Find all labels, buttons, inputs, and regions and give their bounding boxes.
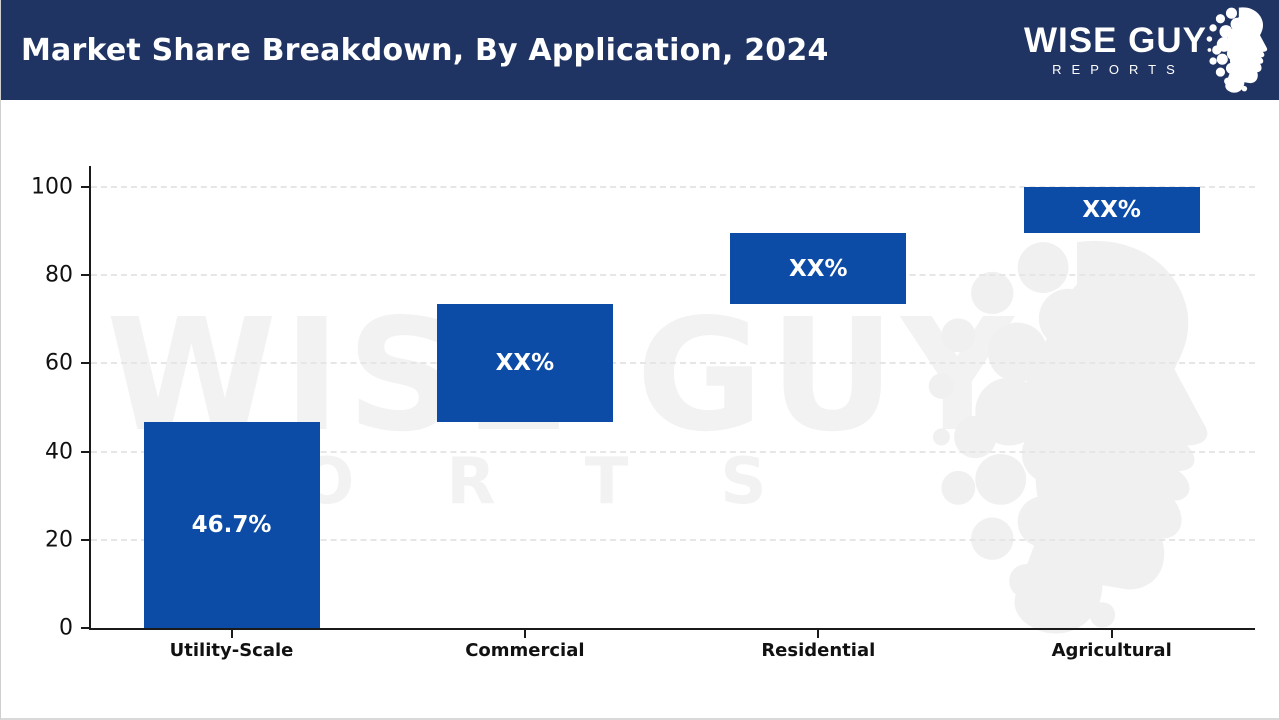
x-tick-label: Agricultural [1051,640,1172,661]
gridline [91,274,1255,277]
y-tick-mark [81,627,89,629]
gridline [91,186,1255,188]
bar-residential [730,233,907,304]
x-tick-mark [523,630,526,638]
bar-value-label: XX% [789,255,848,282]
y-tick-label: 0 [59,615,73,641]
watermark-face-icon [916,225,1221,649]
logo-text: WISE GUY REPORTS [1024,23,1207,77]
gridline [91,362,1255,365]
y-tick-label: 100 [31,174,73,200]
y-tick-mark [81,362,89,365]
chart-area: WISE GUY PORTS 0 20 40 60 80 100 46.7% Utility-… [1,100,1279,718]
y-tick-label: 60 [45,350,73,376]
header-bar: Market Share Breakdown, By Application, … [1,0,1279,100]
y-tick-mark [81,274,89,277]
wise-guy-face-icon [1203,4,1271,96]
y-tick-mark [81,450,89,453]
bar-value-label: XX% [1082,197,1141,224]
wise-guy-reports-logo: WISE GUY REPORTS [1024,0,1271,100]
y-tick-mark [81,538,89,541]
bar-agricultural [1023,187,1200,234]
y-tick-label: 40 [45,439,73,465]
bar-value-label: 46.7% [191,512,272,539]
bar-utility-scale [143,422,320,628]
y-tick-mark [81,186,89,188]
gridline [91,450,1255,453]
chart-title: Market Share Breakdown, By Application, … [21,32,829,68]
y-axis-line [89,166,91,630]
bar-commercial [436,303,613,423]
x-tick-mark [230,630,233,638]
bar-value-label: XX% [495,349,555,376]
x-tick-label: Utility-Scale [169,640,294,661]
x-axis-line [89,628,1255,630]
gridline [91,538,1255,541]
y-tick-label: 80 [45,262,73,288]
x-tick-mark [817,630,820,638]
logo-reports-text: REPORTS [1052,62,1185,77]
y-tick-label: 20 [45,527,73,553]
x-tick-label: Commercial [465,640,585,661]
logo-wise-guy-text: WISE GUY [1023,21,1207,60]
x-tick-label: Residential [761,640,876,661]
x-tick-mark [1110,630,1113,638]
